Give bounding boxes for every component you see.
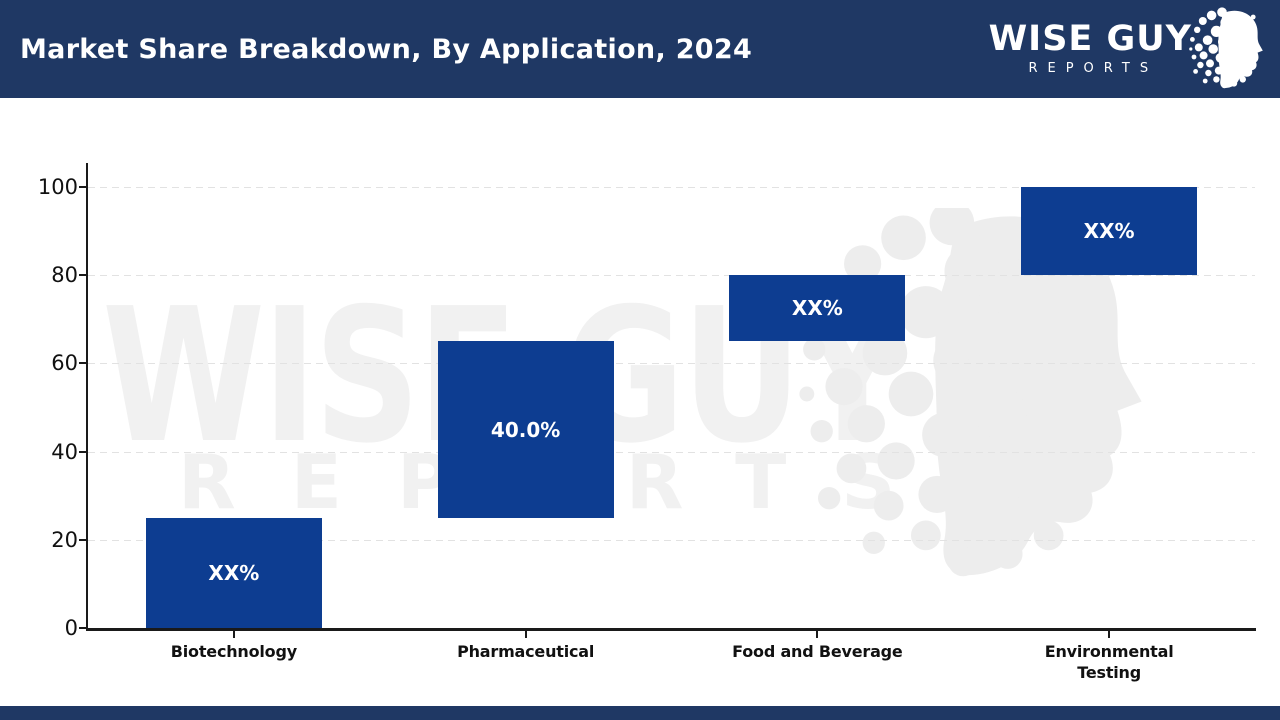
y-tick-mark-40 <box>79 450 86 453</box>
grid-line-y40 <box>88 451 1255 453</box>
y-tick-label-20: 20 <box>51 527 78 552</box>
brand-name: WISE GUY <box>988 19 1192 59</box>
x-tick-mark-biotechnology <box>232 631 235 638</box>
x-tick-mark-food-and-beverage <box>816 631 819 638</box>
bar-environmental-testing: XX% <box>1021 187 1198 276</box>
x-category-label-biotechnology: Biotechnology <box>170 642 297 661</box>
y-tick-label-100: 100 <box>37 175 78 199</box>
bar-pharmaceutical: 40.0% <box>437 341 614 518</box>
y-tick-label-0: 0 <box>64 616 78 640</box>
grid-line-y100 <box>88 187 1255 188</box>
footer-bar <box>0 706 1280 720</box>
page-title: Market Share Breakdown, By Application, … <box>20 33 753 65</box>
y-axis-line <box>86 163 88 631</box>
y-tick-mark-100 <box>79 186 86 188</box>
brand-logo-text: WISE GUY REPORTS <box>988 19 1192 77</box>
x-category-label-pharmaceutical: Pharmaceutical <box>457 642 595 661</box>
y-tick-label-40: 40 <box>51 439 78 464</box>
brand-subtitle: REPORTS <box>1028 61 1159 76</box>
x-category-label-environmental-testing: Environmental Testing <box>1044 642 1174 682</box>
y-tick-mark-20 <box>79 538 86 541</box>
bar-value-label-pharmaceutical: 40.0% <box>490 417 561 442</box>
y-tick-mark-80 <box>79 274 86 277</box>
x-tick-mark-environmental-testing <box>1108 631 1111 638</box>
x-axis-line <box>86 628 1256 631</box>
grid-line-y80 <box>88 275 1255 277</box>
x-tick-mark-pharmaceutical <box>524 631 527 638</box>
bar-value-label-food-and-beverage: XX% <box>791 296 843 321</box>
x-category-label-food-and-beverage: Food and Beverage <box>732 642 903 661</box>
grid-line-y20 <box>88 539 1255 541</box>
bar-value-label-environmental-testing: XX% <box>1083 219 1135 244</box>
header: Market Share Breakdown, By Application, … <box>0 0 1280 98</box>
bar-biotechnology: XX% <box>145 517 322 628</box>
y-tick-mark-0 <box>79 627 86 629</box>
brand-head-icon <box>1186 5 1266 93</box>
bar-value-label-biotechnology: XX% <box>208 560 260 585</box>
y-tick-label-80: 80 <box>51 263 78 288</box>
bar-food-and-beverage: XX% <box>729 275 906 342</box>
grid-line-y60 <box>88 363 1255 365</box>
brand-logo: WISE GUY REPORTS <box>989 5 1266 93</box>
y-tick-mark-60 <box>79 362 86 365</box>
y-tick-label-60: 60 <box>51 351 78 376</box>
